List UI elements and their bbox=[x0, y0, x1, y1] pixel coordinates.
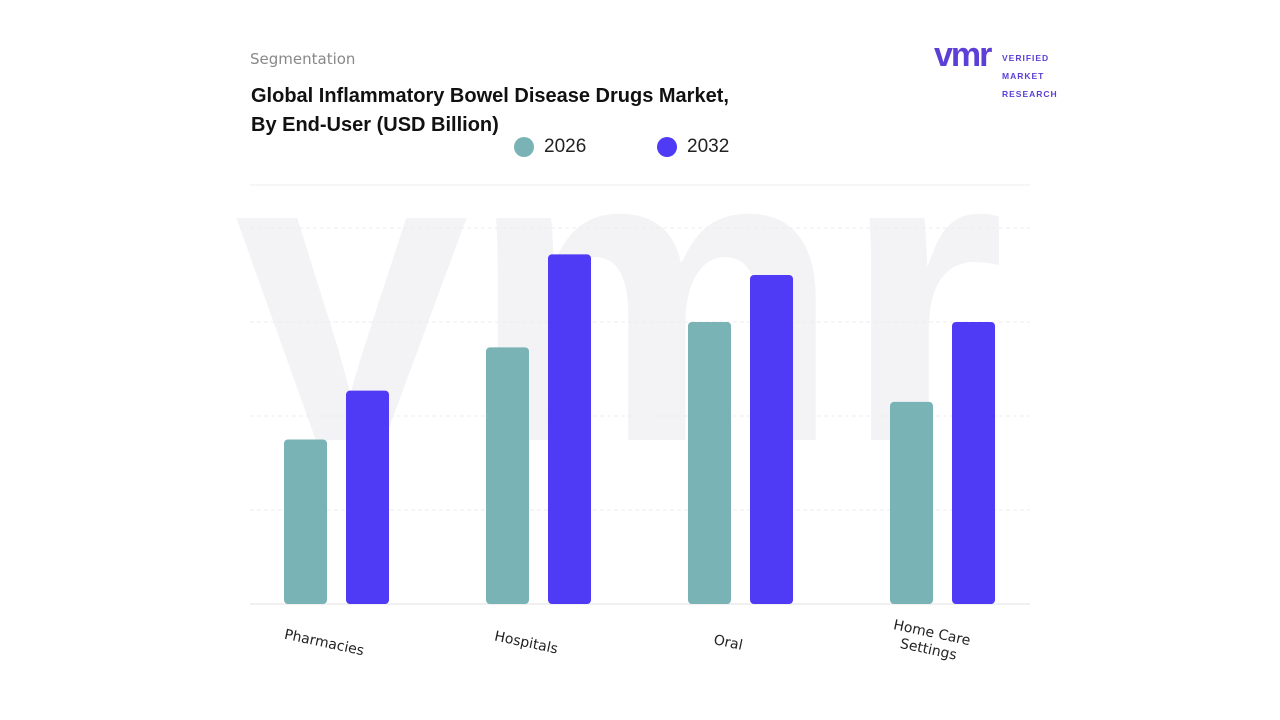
bar bbox=[284, 439, 327, 604]
logo-line: RESEARCH bbox=[1002, 89, 1058, 99]
logo-line: MARKET bbox=[1002, 71, 1045, 81]
bar bbox=[548, 254, 591, 604]
legend-label: 2026 bbox=[544, 136, 587, 157]
legend-swatch bbox=[514, 137, 534, 157]
logo-text: VERIFIED MARKET RESEARCH bbox=[1002, 45, 1058, 108]
bar bbox=[890, 401, 933, 604]
logo-line: VERIFIED bbox=[1002, 53, 1050, 63]
legend-swatch bbox=[657, 137, 677, 157]
logo-mark: vmr bbox=[934, 36, 992, 74]
chart-title: Global Inflammatory Bowel Disease Drugs … bbox=[251, 85, 729, 136]
bar bbox=[952, 322, 995, 604]
legend-item: 2026 bbox=[514, 136, 586, 158]
bar bbox=[346, 390, 389, 604]
legend-item: 2032 bbox=[657, 136, 729, 158]
bar bbox=[750, 275, 793, 604]
bar bbox=[486, 347, 529, 604]
bar bbox=[688, 322, 731, 604]
legend-label: 2032 bbox=[687, 136, 730, 157]
subtitle: Segmentation bbox=[250, 50, 356, 68]
